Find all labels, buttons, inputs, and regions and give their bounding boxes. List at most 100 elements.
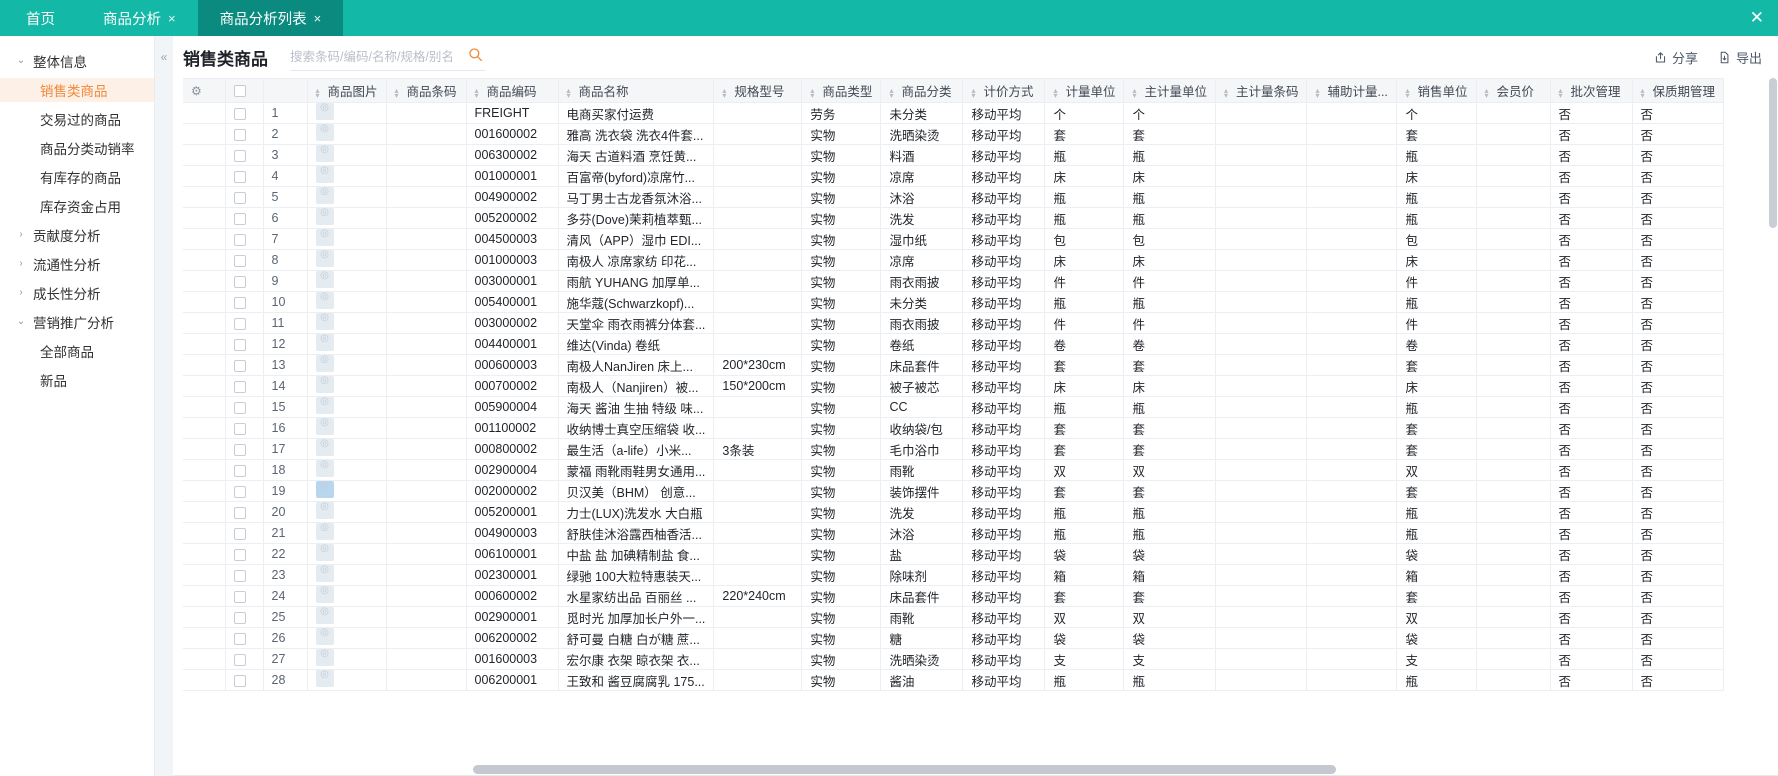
checkbox[interactable]: [233, 212, 246, 225]
row-checkbox[interactable]: [225, 375, 264, 397]
column-header-spec[interactable]: ▴ ▾ 规格型号: [713, 78, 803, 103]
sort-icon[interactable]: ▴ ▾: [1132, 85, 1137, 100]
row-checkbox[interactable]: [225, 585, 264, 607]
checkbox[interactable]: [233, 107, 246, 120]
gear-icon[interactable]: ⚙: [191, 83, 202, 98]
sort-icon[interactable]: ▴ ▾: [889, 85, 894, 100]
column-header-name[interactable]: ▴ ▾ 商品名称: [558, 78, 715, 103]
row-checkbox[interactable]: [225, 480, 264, 502]
horizontal-scrollbar[interactable]: [473, 765, 1608, 774]
checkbox[interactable]: [233, 317, 246, 330]
search-input[interactable]: [290, 49, 485, 64]
checkbox[interactable]: [233, 422, 246, 435]
checkbox[interactable]: [233, 275, 246, 288]
sort-icon[interactable]: ▴ ▾: [1558, 85, 1563, 100]
horizontal-scrollbar-thumb[interactable]: [473, 765, 1336, 774]
checkbox[interactable]: [233, 548, 246, 561]
table-row[interactable]: 1FREIGHT电商买家付运费劳务未分类移动平均个个个否否: [183, 102, 1725, 124]
sort-icon[interactable]: ▴ ▾: [810, 85, 815, 100]
row-checkbox[interactable]: [225, 354, 264, 376]
row-checkbox[interactable]: [225, 123, 264, 145]
window-close-icon[interactable]: ✕: [1749, 8, 1764, 27]
search-box[interactable]: [290, 43, 485, 71]
tab-home[interactable]: 首页: [0, 0, 81, 36]
checkbox[interactable]: [233, 653, 246, 666]
row-checkbox[interactable]: [225, 627, 264, 649]
sidebar-item-category-sell-rate[interactable]: 商品分类动销率: [0, 136, 154, 160]
column-header-unit[interactable]: ▴ ▾ 计量单位: [1044, 78, 1125, 103]
column-header-category[interactable]: ▴ ▾ 商品分类: [880, 78, 964, 103]
row-checkbox[interactable]: [225, 249, 264, 271]
row-checkbox[interactable]: [225, 564, 264, 586]
row-checkbox[interactable]: [225, 207, 264, 229]
row-checkbox[interactable]: [225, 438, 264, 460]
image-placeholder-icon[interactable]: [315, 313, 334, 330]
table-row[interactable]: 16001100002收纳博士真空压缩袋 收...实物收纳袋/包移动平均套套套否…: [183, 417, 1725, 439]
image-placeholder-icon[interactable]: [315, 271, 334, 288]
row-checkbox[interactable]: [225, 165, 264, 187]
column-settings-gear[interactable]: ⚙: [183, 78, 226, 103]
vertical-scrollbar-thumb[interactable]: [1769, 78, 1777, 228]
row-checkbox[interactable]: [225, 228, 264, 250]
image-placeholder-icon[interactable]: [315, 586, 334, 603]
image-placeholder-icon[interactable]: [315, 460, 334, 477]
image-placeholder-icon[interactable]: [315, 166, 334, 183]
checkbox[interactable]: [233, 359, 246, 372]
image-placeholder-icon[interactable]: [315, 355, 334, 372]
checkbox[interactable]: [233, 674, 246, 687]
image-placeholder-icon[interactable]: [315, 229, 334, 246]
image-placeholder-icon[interactable]: [315, 670, 334, 687]
sort-icon[interactable]: ▴ ▾: [394, 85, 399, 100]
sidebar-group-marketing[interactable]: ⌄ 营销推广分析: [0, 310, 154, 334]
image-placeholder-icon[interactable]: [315, 208, 334, 225]
table-row[interactable]: 9003000001雨航 YUHANG 加厚单...实物雨衣雨披移动平均件件件否…: [183, 270, 1725, 292]
checkbox[interactable]: [233, 527, 246, 540]
checkbox[interactable]: [233, 233, 246, 246]
sort-icon[interactable]: ▴ ▾: [1405, 85, 1410, 100]
row-checkbox[interactable]: [225, 396, 264, 418]
image-placeholder-icon[interactable]: [315, 565, 334, 582]
sidebar-item-traded-products[interactable]: 交易过的商品: [0, 107, 154, 131]
row-checkbox[interactable]: [225, 186, 264, 208]
sidebar-group-growth[interactable]: › 成长性分析: [0, 281, 154, 305]
row-checkbox[interactable]: [225, 543, 264, 565]
checkbox[interactable]: [233, 632, 246, 645]
table-row[interactable]: 17 000800002最生活（a-life）小米...3条装实物毛巾浴巾移动平均…: [183, 438, 1725, 460]
image-placeholder-icon[interactable]: [315, 523, 334, 540]
column-header-code[interactable]: ▴ ▾ 商品编码: [466, 78, 559, 103]
checkbox[interactable]: [233, 149, 246, 162]
table-scroll-container[interactable]: ⚙ ▴ ▾ 商品图片 ▴ ▾ 商品条码 ▴ ▾ 商品编码 ▴ ▾ 商品名称 ▴ ▾ 规格型号 ▴ ▾ 商品类型 ▴ ▾ 商…: [183, 78, 1772, 776]
image-placeholder-icon[interactable]: [315, 649, 334, 666]
table-row[interactable]: 27001600003宏尔康 衣架 晾衣架 衣...实物洗晒染烫移动平均支支支否…: [183, 648, 1725, 670]
row-checkbox[interactable]: [225, 459, 264, 481]
image-placeholder-icon[interactable]: [315, 607, 334, 624]
sidebar-item-all-products[interactable]: 全部商品: [0, 339, 154, 363]
checkbox[interactable]: [233, 380, 246, 393]
checkbox[interactable]: [233, 443, 246, 456]
sidebar-group-contribution[interactable]: › 贡献度分析: [0, 223, 154, 247]
search-icon[interactable]: [468, 47, 483, 67]
checkbox[interactable]: [233, 590, 246, 603]
image-placeholder-icon[interactable]: [315, 250, 334, 267]
row-checkbox[interactable]: [225, 312, 264, 334]
column-header-sale_unit[interactable]: ▴ ▾ 销售单位: [1396, 78, 1477, 103]
row-checkbox[interactable]: [225, 270, 264, 292]
close-icon[interactable]: ×: [168, 10, 176, 26]
sort-icon[interactable]: ▴ ▾: [1484, 85, 1489, 100]
checkbox[interactable]: [233, 485, 246, 498]
checkbox[interactable]: [233, 254, 246, 267]
row-checkbox[interactable]: [225, 669, 264, 691]
tab-product-analysis[interactable]: 商品分析 ×: [81, 0, 198, 36]
sort-icon[interactable]: ▴ ▾: [315, 85, 320, 100]
